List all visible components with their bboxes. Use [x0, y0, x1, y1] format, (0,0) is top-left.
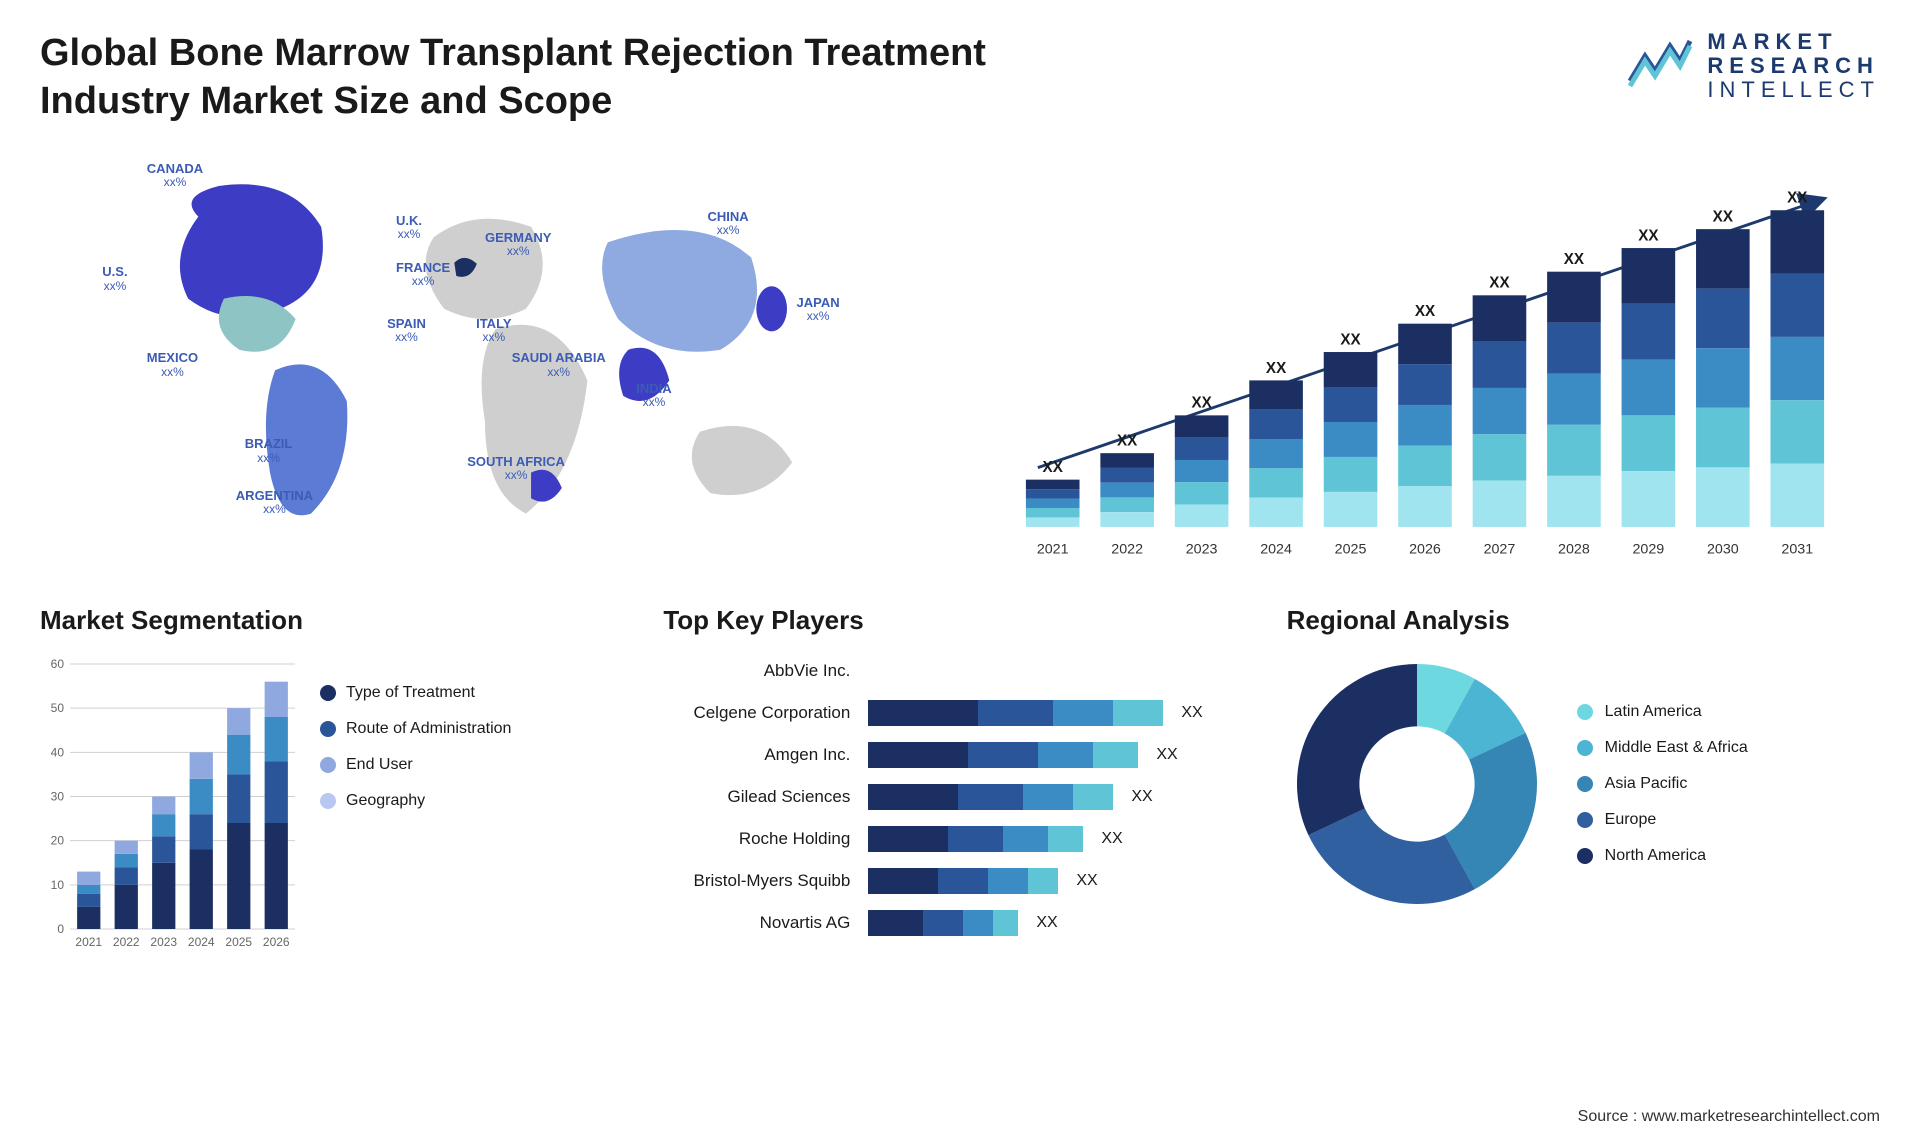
svg-text:2024: 2024 [188, 935, 215, 949]
logo-line3: INTELLECT [1707, 78, 1880, 102]
svg-text:2026: 2026 [263, 935, 290, 949]
svg-text:2022: 2022 [1111, 542, 1143, 558]
region-legend-item: Middle East & Africa [1577, 739, 1748, 757]
svg-text:XX: XX [1415, 303, 1436, 320]
player-row: Celgene CorporationXX [663, 696, 1256, 730]
svg-text:2023: 2023 [1186, 542, 1218, 558]
svg-text:XX: XX [1266, 360, 1287, 377]
svg-text:XX: XX [1564, 251, 1585, 268]
svg-text:2030: 2030 [1707, 542, 1739, 558]
map-label: SPAINxx% [387, 317, 426, 344]
world-map: CANADAxx% U.S.xx% MEXICOxx% BRAZILxx% ARGENT… [40, 145, 930, 575]
svg-text:2024: 2024 [1260, 542, 1292, 558]
map-label: U.K.xx% [396, 214, 422, 241]
map-label: GERMANYxx% [485, 231, 551, 258]
brand-logo: MARKET RESEARCH INTELLECT [1625, 30, 1880, 103]
map-label: INDIAxx% [636, 382, 671, 409]
map-label: MEXICOxx% [147, 351, 198, 378]
svg-text:2025: 2025 [225, 935, 252, 949]
map-label: ARGENTINAxx% [236, 489, 313, 516]
map-label: U.S.xx% [102, 265, 127, 292]
map-label: SOUTH AFRICAxx% [467, 455, 565, 482]
regional-legend: Latin America Middle East & Africa Asia Pa… [1577, 703, 1748, 865]
segmentation-panel: Market Segmentation 0 10 20 30 40 50 60 2021 202… [40, 605, 633, 985]
main-forecast-chart: XX 2021 XX 2022 XX 2023 XX 2024 XX 2025 XX 2026 XX 20… [970, 145, 1880, 575]
map-label: BRAZILxx% [245, 437, 293, 464]
seg-legend-item: Route of Administration [320, 720, 511, 738]
svg-text:2027: 2027 [1484, 542, 1516, 558]
key-players-list: AbbVie Inc. Celgene CorporationXX Amgen In… [663, 654, 1256, 940]
player-row: Gilead SciencesXX [663, 780, 1256, 814]
svg-text:2026: 2026 [1409, 542, 1441, 558]
svg-text:50: 50 [51, 701, 65, 715]
svg-text:XX: XX [1638, 227, 1659, 244]
svg-text:XX: XX [1489, 275, 1510, 292]
svg-text:2025: 2025 [1335, 542, 1367, 558]
svg-text:XX: XX [1713, 209, 1734, 226]
player-row: AbbVie Inc. [663, 654, 1256, 688]
map-label: CHINAxx% [708, 210, 749, 237]
source-text: Source : www.marketresearchintellect.com [1578, 1108, 1880, 1126]
svg-text:20: 20 [51, 834, 65, 848]
player-row: Novartis AGXX [663, 906, 1256, 940]
logo-line1: MARKET [1707, 30, 1880, 54]
segmentation-chart: 0 10 20 30 40 50 60 2021 2022 2023 2024 2025 2026 [40, 654, 300, 954]
svg-text:XX: XX [1043, 459, 1064, 476]
svg-text:30: 30 [51, 790, 65, 804]
seg-legend-item: Type of Treatment [320, 684, 511, 702]
seg-legend-item: End User [320, 756, 511, 774]
svg-text:XX: XX [1191, 395, 1212, 412]
svg-text:2023: 2023 [150, 935, 177, 949]
svg-text:60: 60 [51, 657, 65, 671]
key-players-panel: Top Key Players AbbVie Inc. Celgene Corpo… [663, 605, 1256, 985]
map-label: JAPANxx% [797, 296, 840, 323]
key-players-title: Top Key Players [663, 605, 1256, 636]
page-title: Global Bone Marrow Transplant Rejection … [40, 30, 1140, 125]
region-legend-item: Asia Pacific [1577, 775, 1748, 793]
region-legend-item: Europe [1577, 811, 1748, 829]
svg-text:2021: 2021 [75, 935, 102, 949]
svg-text:XX: XX [1340, 331, 1361, 348]
seg-legend-item: Geography [320, 792, 511, 810]
player-row: Roche HoldingXX [663, 822, 1256, 856]
svg-text:2022: 2022 [113, 935, 140, 949]
map-label: FRANCExx% [396, 261, 450, 288]
svg-text:XX: XX [1787, 190, 1808, 207]
svg-text:2028: 2028 [1558, 542, 1590, 558]
svg-text:0: 0 [57, 922, 64, 936]
logo-icon [1625, 36, 1695, 96]
regional-panel: Regional Analysis Latin America Middle Ea… [1287, 605, 1880, 985]
logo-line2: RESEARCH [1707, 54, 1880, 78]
regional-title: Regional Analysis [1287, 605, 1880, 636]
segmentation-title: Market Segmentation [40, 605, 633, 636]
svg-text:2029: 2029 [1633, 542, 1665, 558]
svg-text:XX: XX [1117, 433, 1138, 450]
region-legend-item: North America [1577, 847, 1748, 865]
map-label: ITALYxx% [476, 317, 511, 344]
svg-text:2021: 2021 [1037, 542, 1069, 558]
segmentation-legend: Type of Treatment Route of Administration… [320, 654, 511, 954]
regional-donut [1287, 654, 1547, 914]
svg-text:2031: 2031 [1781, 542, 1813, 558]
svg-text:40: 40 [51, 745, 65, 759]
region-legend-item: Latin America [1577, 703, 1748, 721]
map-label: SAUDI ARABIAxx% [512, 351, 606, 378]
player-row: Bristol-Myers SquibbXX [663, 864, 1256, 898]
player-row: Amgen Inc.XX [663, 738, 1256, 772]
map-label: CANADAxx% [147, 162, 203, 189]
svg-text:10: 10 [51, 878, 65, 892]
